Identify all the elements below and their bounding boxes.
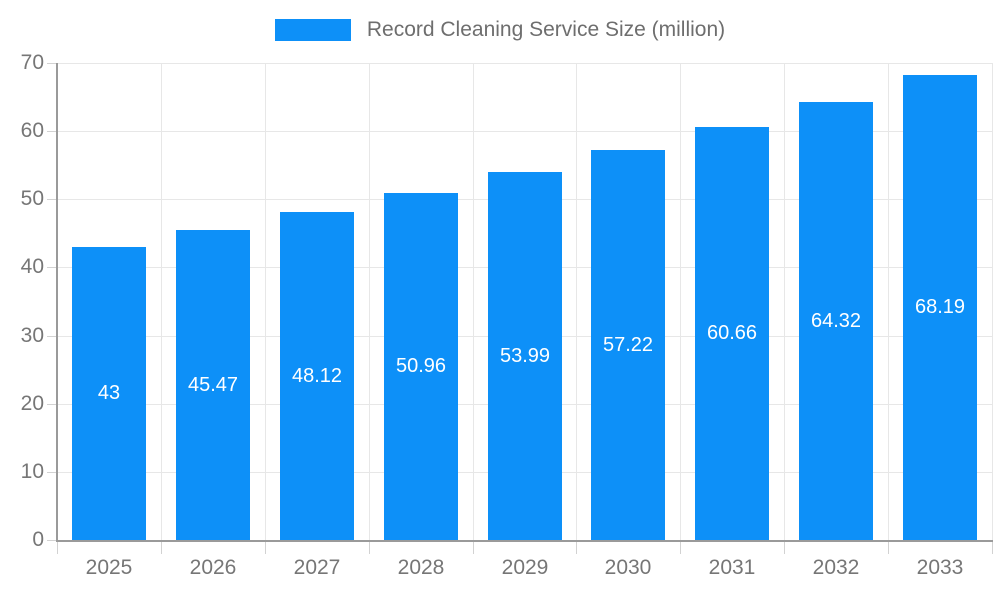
x-axis-tick-label: 2030	[604, 556, 652, 579]
x-axis-tick	[161, 540, 162, 554]
bar-2025[interactable]: 43	[72, 247, 146, 540]
gridline-vertical	[680, 63, 681, 540]
x-axis-line	[56, 540, 993, 542]
x-axis-tick	[265, 540, 266, 554]
bar-value-label: 57.22	[602, 333, 654, 356]
y-axis-tick	[47, 540, 57, 541]
bar-value-label: 48.12	[291, 364, 343, 387]
y-axis-tick	[47, 336, 57, 337]
y-axis-tick-label: 60	[20, 119, 44, 142]
bar-2030[interactable]: 57.22	[591, 150, 665, 540]
y-axis-tick	[47, 267, 57, 268]
x-axis-tick-label: 2028	[397, 556, 445, 579]
gridline-vertical	[369, 63, 370, 540]
y-axis-tick	[47, 472, 57, 473]
y-axis-tick	[47, 199, 57, 200]
bar-2031[interactable]: 60.66	[695, 127, 769, 540]
gridline-vertical	[784, 63, 785, 540]
y-axis-tick-label: 50	[20, 187, 44, 210]
x-axis-tick	[57, 540, 58, 554]
bar-2033[interactable]: 68.19	[903, 75, 977, 540]
y-axis-tick-label: 0	[32, 528, 44, 551]
legend-label: Record Cleaning Service Size (million)	[366, 18, 726, 41]
x-axis-tick	[473, 540, 474, 554]
gridline-vertical	[265, 63, 266, 540]
bar-value-label: 53.99	[499, 344, 551, 367]
y-axis-tick-label: 40	[20, 255, 44, 278]
gridline-vertical	[576, 63, 577, 540]
gridline-horizontal	[57, 131, 992, 132]
y-axis-tick-label: 30	[20, 324, 44, 347]
bar-2027[interactable]: 48.12	[280, 212, 354, 540]
x-axis-tick	[369, 540, 370, 554]
x-axis-tick-label: 2026	[189, 556, 237, 579]
gridline-vertical	[161, 63, 162, 540]
gridline-vertical	[992, 63, 993, 540]
gridline-vertical	[888, 63, 889, 540]
bar-value-label: 64.32	[810, 309, 862, 332]
bar-value-label: 60.66	[706, 322, 758, 344]
bar-2032[interactable]: 64.32	[799, 102, 873, 540]
bar-value-label: 43	[97, 382, 121, 404]
y-axis-tick	[47, 404, 57, 405]
bar-value-label: 45.47	[187, 373, 239, 396]
legend-swatch-icon	[274, 19, 351, 41]
x-axis-tick-label: 2033	[916, 556, 964, 579]
x-axis-tick-label: 2032	[812, 556, 860, 579]
bar-2028[interactable]: 50.96	[384, 193, 458, 540]
x-axis-tick-label: 2025	[85, 556, 133, 579]
x-axis-tick	[992, 540, 993, 554]
gridline-vertical	[473, 63, 474, 540]
x-axis-tick	[888, 540, 889, 554]
y-axis-line	[56, 63, 58, 540]
gridline-horizontal	[57, 63, 992, 64]
x-axis-tick	[576, 540, 577, 554]
x-axis-tick-label: 2029	[501, 556, 549, 579]
x-axis-tick	[784, 540, 785, 554]
bar-2029[interactable]: 53.99	[488, 172, 562, 540]
y-axis-tick	[47, 131, 57, 132]
y-axis-tick-label: 10	[20, 460, 44, 483]
chart-legend[interactable]: Record Cleaning Service Size (million)	[0, 18, 1000, 42]
x-axis-tick	[680, 540, 681, 554]
x-axis-tick-label: 2031	[708, 556, 756, 579]
y-axis-tick-label: 20	[20, 392, 44, 415]
bar-2026[interactable]: 45.47	[176, 230, 250, 540]
y-axis-tick-label: 70	[20, 51, 44, 74]
x-axis-tick-label: 2027	[293, 556, 341, 579]
y-axis-tick	[47, 63, 57, 64]
bar-value-label: 68.19	[914, 296, 966, 318]
bar-value-label: 50.96	[395, 355, 447, 377]
